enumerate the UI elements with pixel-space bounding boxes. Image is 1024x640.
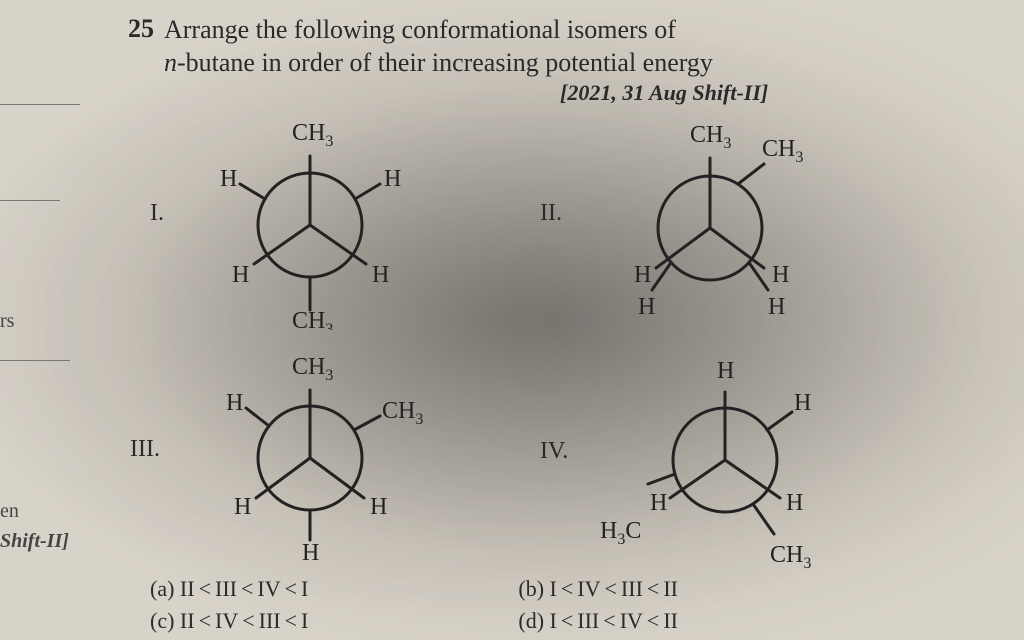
figure-III-label: III. <box>130 436 160 463</box>
svg-text:CH3: CH3 <box>292 120 333 150</box>
svg-text:CH3: CH3 <box>770 542 811 572</box>
figure-I-label: I. <box>150 200 164 227</box>
svg-text:CH3: CH3 <box>292 308 333 330</box>
newman-III-svg: CH3 CH3 H H H H <box>130 340 450 570</box>
option-a-label: (a) <box>150 576 174 601</box>
svg-text:CH3: CH3 <box>292 354 333 384</box>
svg-text:H: H <box>220 166 237 192</box>
margin-mark-en: en <box>0 500 19 523</box>
margin-mark-rs: rs <box>0 310 14 333</box>
option-d-label: (d) <box>518 608 544 633</box>
svg-text:H: H <box>234 494 251 520</box>
svg-text:H: H <box>768 294 785 320</box>
svg-text:H: H <box>717 358 734 384</box>
question-line2-italic: n <box>164 48 177 77</box>
svg-text:H: H <box>372 262 389 288</box>
svg-text:H: H <box>794 390 811 416</box>
option-d[interactable]: (d) I<III<IV<II <box>518 608 678 634</box>
question-line2-rest: -butane in order of their increasing pot… <box>177 48 713 77</box>
question-block: 25 Arrange the following conformational … <box>120 14 994 79</box>
svg-text:H: H <box>786 490 803 516</box>
svg-text:CH3: CH3 <box>382 398 423 428</box>
svg-text:H: H <box>384 166 401 192</box>
svg-text:H: H <box>302 540 319 566</box>
svg-text:H3C: H3C <box>600 518 641 548</box>
margin-rule <box>0 104 80 105</box>
svg-text:H: H <box>772 262 789 288</box>
svg-text:H: H <box>226 390 243 416</box>
exam-tag: [2021, 31 Aug Shift-II] <box>560 80 768 106</box>
svg-text:CH3: CH3 <box>762 136 803 166</box>
newman-IV-svg: H H H H H3C CH3 <box>540 338 880 578</box>
newman-II-svg: CH3 CH3 H H H H <box>540 108 860 338</box>
margin-rule <box>0 360 70 361</box>
figure-II: II. CH3 CH3 H H H H <box>540 108 860 338</box>
svg-text:CH3: CH3 <box>690 122 731 152</box>
svg-text:H: H <box>650 490 667 516</box>
svg-text:H: H <box>232 262 249 288</box>
svg-text:H: H <box>634 262 651 288</box>
figure-II-label: II. <box>540 200 562 227</box>
newman-I-svg: CH3 CH3 H H H H <box>150 110 450 330</box>
svg-text:H: H <box>370 494 387 520</box>
question-line1: Arrange the following conformational iso… <box>164 15 676 44</box>
option-c-label: (c) <box>150 608 174 633</box>
answer-options: (a) II<III<IV<I (b) I<IV<III<II (c) II<I… <box>150 576 994 640</box>
figure-III: III. CH3 CH3 H H H H <box>130 340 450 570</box>
figure-IV: IV. H H H H H3C CH3 <box>540 338 880 578</box>
option-c[interactable]: (c) II<IV<III<I <box>150 608 308 634</box>
question-text: Arrange the following conformational iso… <box>164 14 713 79</box>
svg-text:H: H <box>638 294 655 320</box>
figure-I: I. CH3 CH3 H H H H <box>150 110 450 330</box>
option-b[interactable]: (b) I<IV<III<II <box>518 576 678 602</box>
option-b-label: (b) <box>518 576 544 601</box>
figure-IV-label: IV. <box>540 438 568 465</box>
margin-mark-shift: Shift-II] <box>0 530 69 553</box>
margin-rule <box>0 200 60 201</box>
question-number: 25 <box>120 14 154 79</box>
option-a[interactable]: (a) II<III<IV<I <box>150 576 308 602</box>
